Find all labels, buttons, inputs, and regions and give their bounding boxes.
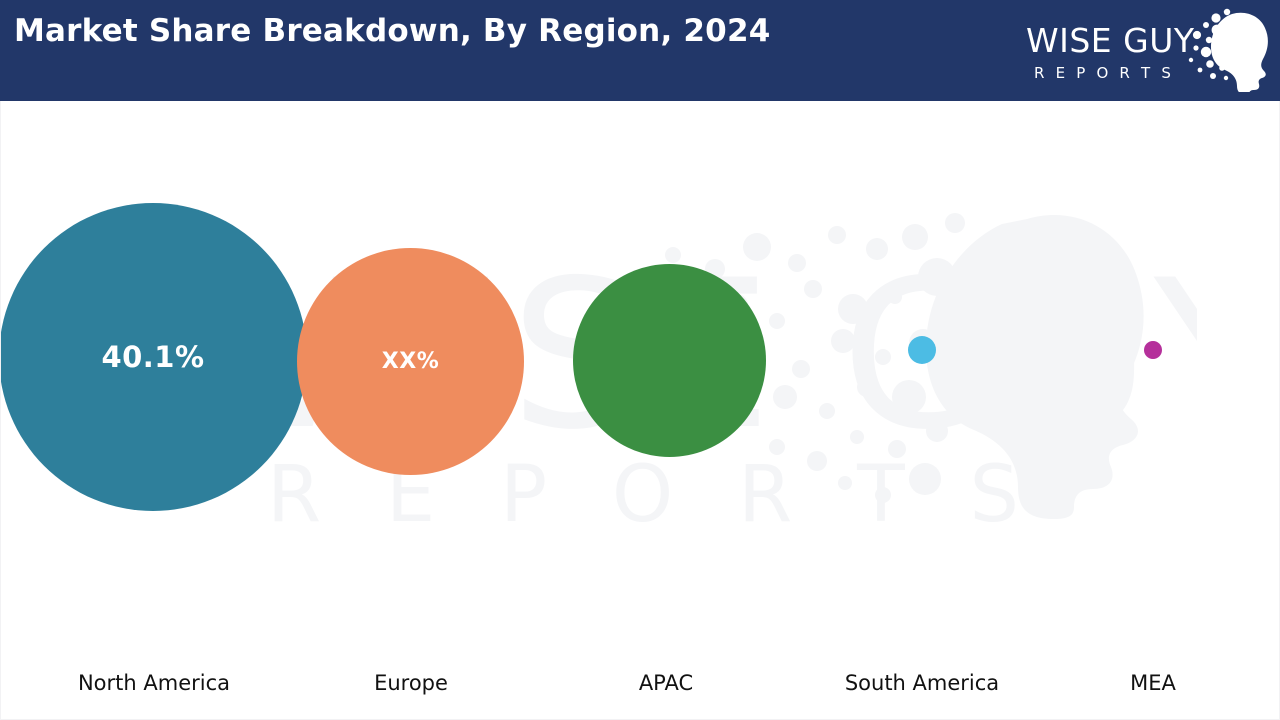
bubble-label-north-america: 40.1% [101,340,205,374]
logo-text-secondary: R E P O R T S [1034,64,1174,82]
bubble-apac[interactable] [573,264,766,457]
category-label-south-america: South America [844,671,1000,695]
logo-head-profile-icon [1188,8,1268,92]
category-label-north-america: North America [77,671,231,695]
category-label-row: North America Europe APAC South America … [1,654,1279,719]
category-label-mea: MEA [1130,671,1176,695]
category-label-europe: Europe [374,671,448,695]
category-label-apac: APAC [638,671,694,695]
logo-text-primary: WISE GUY [1026,21,1195,60]
bubble-north-america[interactable]: 40.1% [1,203,307,511]
bubble-mea[interactable] [1144,341,1162,359]
bubble-europe[interactable]: XX% [297,248,524,475]
bubble-south-america[interactable] [908,336,936,364]
wise-guy-reports-logo: WISE GUY R E P O R T S [1026,8,1268,92]
bubble-label-europe: XX% [381,349,440,374]
header-bar: Market Share Breakdown, By Region, 2024 … [0,0,1280,101]
chart-plot-area: WISE GUY R E P O R T S [0,101,1280,720]
page-title: Market Share Breakdown, By Region, 2024 [14,13,771,49]
